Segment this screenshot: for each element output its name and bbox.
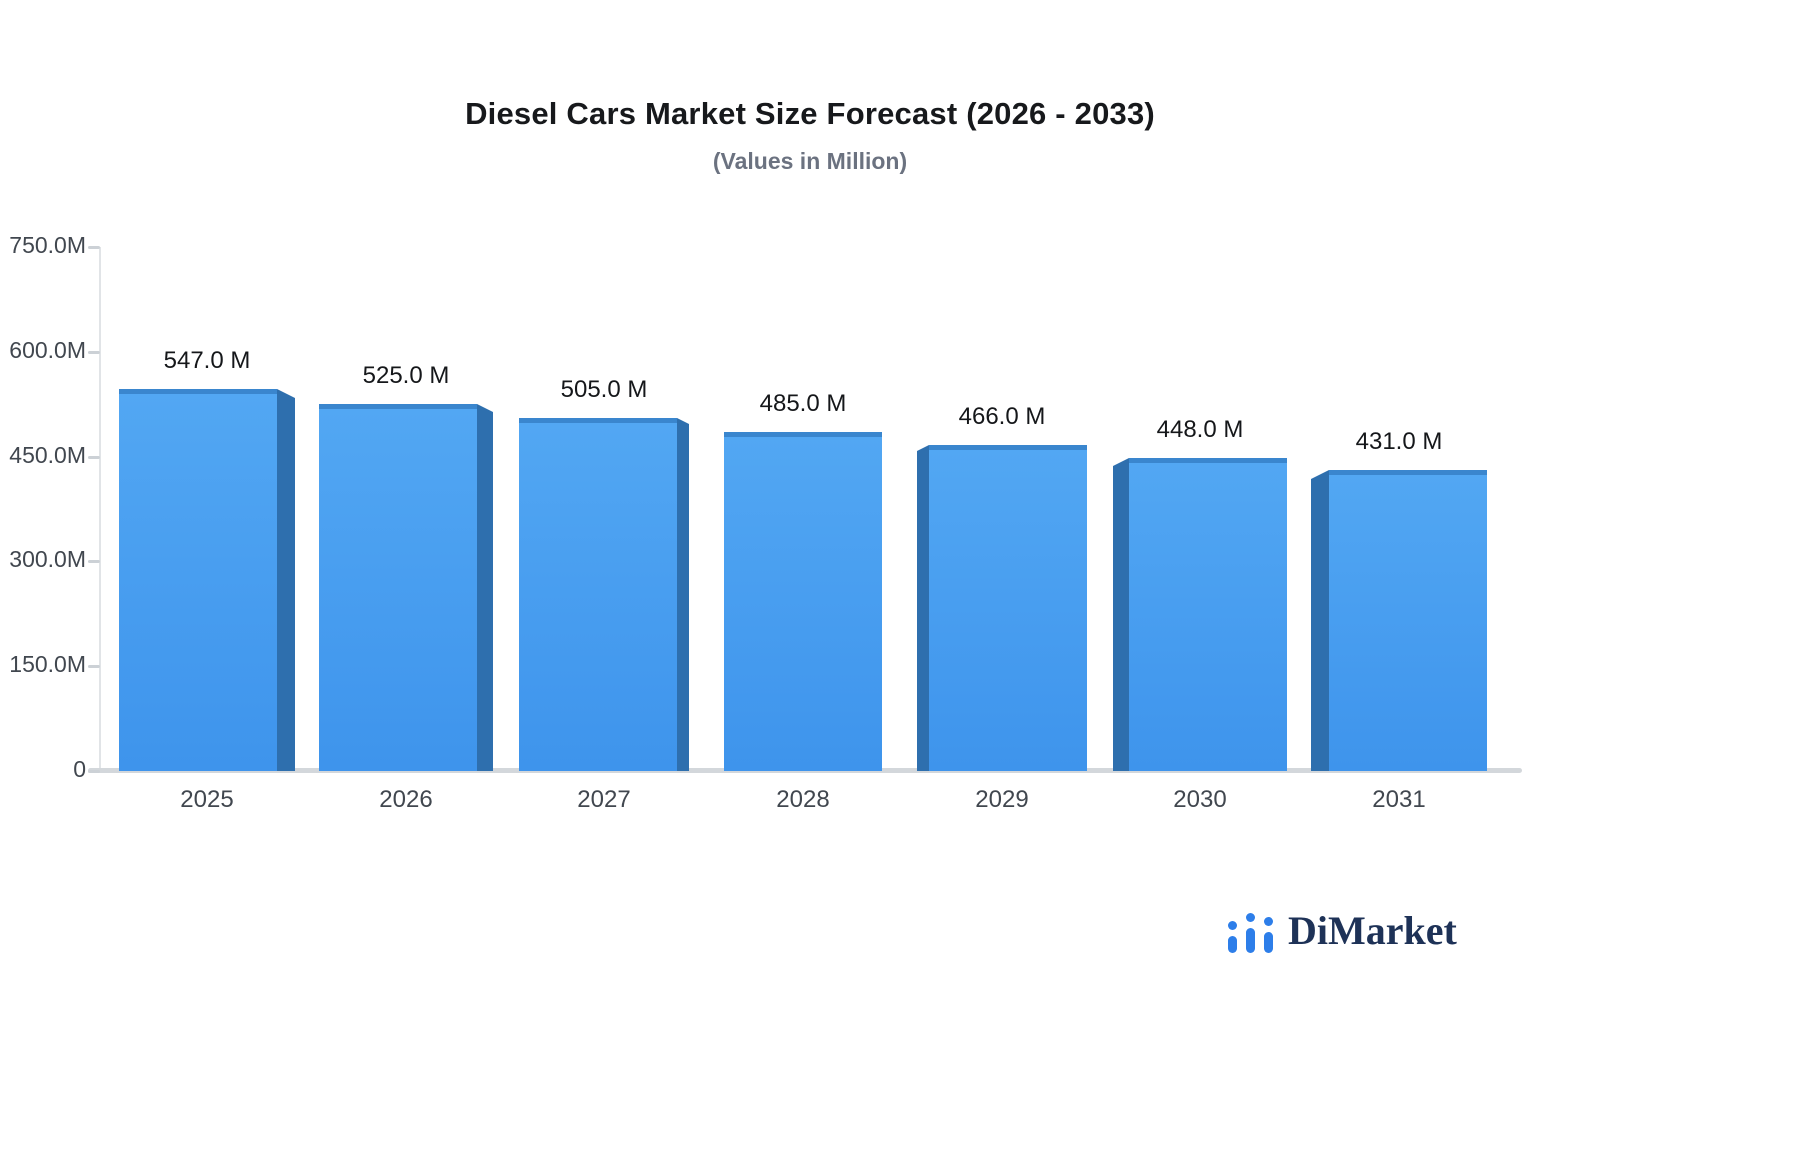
- y-axis-tick-mark: [88, 455, 100, 459]
- bar-side-face: [1113, 458, 1129, 771]
- bar-2026: [319, 404, 493, 771]
- y-axis-tick-mark: [88, 770, 100, 773]
- bar-side-face: [477, 404, 493, 771]
- bar-front-face: [319, 404, 477, 771]
- bar-2025: [119, 389, 295, 771]
- y-axis-tick-mark: [88, 560, 100, 564]
- x-axis-tick-label: 2027: [577, 786, 631, 813]
- bar-value-label: 466.0 M: [958, 403, 1046, 430]
- x-axis-tick-label: 2031: [1372, 786, 1426, 813]
- y-axis-tick-label: 600.0M: [9, 336, 86, 363]
- bar-front-face: [724, 432, 882, 771]
- bar-2028: [724, 432, 882, 771]
- bar-2027: [519, 418, 689, 771]
- y-axis-tick-mark: [88, 246, 100, 249]
- bar-side-face: [677, 418, 689, 771]
- y-axis-tick-label: 450.0M: [9, 441, 86, 468]
- dimarket-logo-text: DiMarket: [1288, 908, 1457, 953]
- y-axis-tick-label: 750.0M: [9, 232, 86, 258]
- bar-value-label: 431.0 M: [1355, 428, 1443, 455]
- bar-value-label: 547.0 M: [163, 347, 251, 374]
- bar-side-face: [917, 445, 929, 771]
- bar-value-label: 525.0 M: [362, 362, 450, 389]
- y-axis-tick-label: 0: [73, 756, 86, 782]
- bar-value-label: 505.0 M: [560, 376, 648, 403]
- bar-front-face: [519, 418, 677, 771]
- bar-front-face: [1129, 458, 1287, 771]
- bar-2030: [1113, 458, 1287, 771]
- bar-value-label: 448.0 M: [1156, 416, 1244, 443]
- y-axis-tick-label: 300.0M: [9, 546, 86, 573]
- x-axis-tick-label: 2026: [379, 786, 433, 813]
- bar-front-face: [929, 445, 1087, 771]
- chart-subtitle: (Values in Million): [712, 148, 908, 174]
- y-axis-line: [99, 247, 101, 771]
- bar-2029: [917, 445, 1087, 771]
- y-axis-tick-mark: [88, 350, 100, 354]
- x-axis-tick-label: 2028: [776, 786, 830, 813]
- mini-bar-chart-icon: [1228, 903, 1274, 953]
- bar-front-face: [1329, 470, 1487, 771]
- y-axis-tick-label: 150.0M: [9, 651, 86, 678]
- x-axis-tick-label: 2030: [1173, 786, 1227, 813]
- bar-side-face: [1311, 470, 1329, 771]
- bar-value-label: 485.0 M: [759, 390, 847, 417]
- dimarket-logo: DiMarket: [1228, 903, 1457, 953]
- bar-side-face: [277, 389, 295, 771]
- y-axis-tick-mark: [88, 665, 100, 669]
- bar-front-face: [119, 389, 277, 771]
- bar-2031: [1311, 470, 1487, 771]
- chart-title: Diesel Cars Market Size Forecast (2026 -…: [465, 96, 1155, 131]
- x-axis-tick-label: 2029: [975, 786, 1029, 813]
- x-axis-tick-label: 2025: [180, 786, 234, 813]
